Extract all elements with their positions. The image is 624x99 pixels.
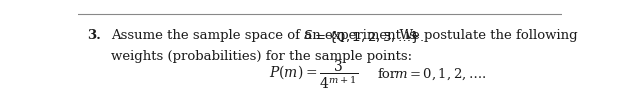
Text: $= \{0, 1, 2, 3, \ldots\}.$: $= \{0, 1, 2, 3, \ldots\}.$ (311, 29, 424, 45)
Text: $P(m) = \dfrac{3}{4^{m+1}}$: $P(m) = \dfrac{3}{4^{m+1}}$ (269, 58, 358, 91)
Text: Assume the sample space of an experiment is: Assume the sample space of an experiment… (111, 29, 420, 42)
Text: weights (probabilities) for the sample points:: weights (probabilities) for the sample p… (111, 50, 412, 63)
Text: for: for (378, 68, 397, 81)
Text: 3.: 3. (87, 29, 100, 42)
Text: We postulate the following: We postulate the following (391, 29, 578, 42)
Text: $m = 0, 1, 2, \ldots.$: $m = 0, 1, 2, \ldots.$ (394, 67, 486, 82)
Text: $S$: $S$ (303, 29, 313, 42)
